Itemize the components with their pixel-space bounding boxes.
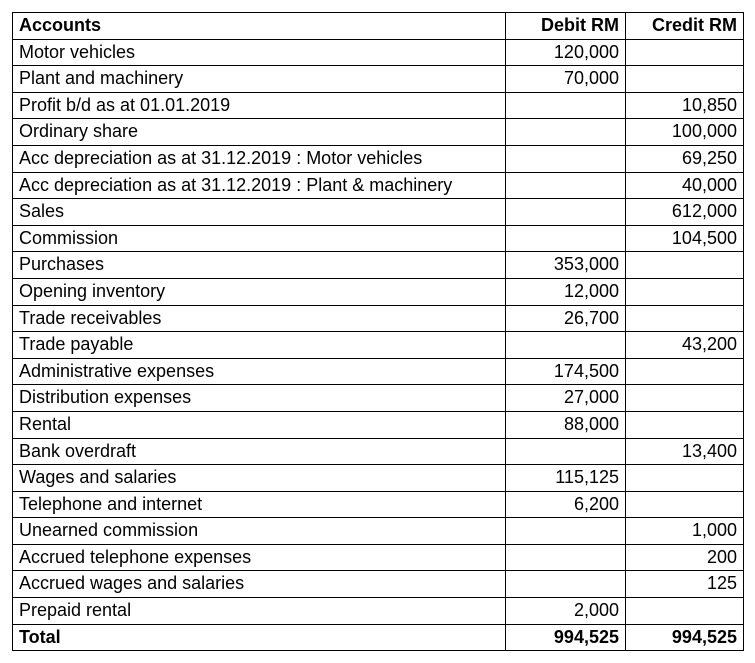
table-row: Bank overdraft 13,400 [13, 438, 744, 465]
cell-credit [626, 411, 744, 438]
cell-debit: 27,000 [506, 385, 626, 412]
table-row: Rental88,000 [13, 411, 744, 438]
header-debit: Debit RM [506, 13, 626, 40]
cell-credit: 612,000 [626, 199, 744, 226]
table-total-row: Total994,525994,525 [13, 624, 744, 651]
cell-account: Unearned commission [13, 518, 506, 545]
table-row: Commission 104,500 [13, 225, 744, 252]
cell-debit [506, 518, 626, 545]
cell-account: Motor vehicles [13, 39, 506, 66]
table-row: Administrative expenses174,500 [13, 358, 744, 385]
cell-account: Rental [13, 411, 506, 438]
table-row: Trade payable 43,200 [13, 332, 744, 359]
cell-debit [506, 145, 626, 172]
cell-debit [506, 544, 626, 571]
cell-account: Plant and machinery [13, 66, 506, 93]
cell-credit: 125 [626, 571, 744, 598]
cell-account: Opening inventory [13, 278, 506, 305]
cell-account: Accrued telephone expenses [13, 544, 506, 571]
table-row: Prepaid rental2,000 [13, 598, 744, 625]
cell-credit: 69,250 [626, 145, 744, 172]
cell-debit: 120,000 [506, 39, 626, 66]
cell-credit: 40,000 [626, 172, 744, 199]
cell-debit [506, 571, 626, 598]
cell-credit: 43,200 [626, 332, 744, 359]
cell-debit: 174,500 [506, 358, 626, 385]
table-row: Acc depreciation as at 31.12.2019 : Plan… [13, 172, 744, 199]
cell-debit: 88,000 [506, 411, 626, 438]
table-row: Wages and salaries115,125 [13, 465, 744, 492]
cell-account: Prepaid rental [13, 598, 506, 625]
cell-account: Trade payable [13, 332, 506, 359]
cell-debit [506, 92, 626, 119]
cell-account: Administrative expenses [13, 358, 506, 385]
cell-credit [626, 252, 744, 279]
cell-account: Purchases [13, 252, 506, 279]
cell-debit: 12,000 [506, 278, 626, 305]
cell-credit [626, 385, 744, 412]
trial-balance-table: Accounts Debit RM Credit RM Motor vehicl… [12, 12, 744, 651]
cell-account: Bank overdraft [13, 438, 506, 465]
table-row: Motor vehicles120,000 [13, 39, 744, 66]
cell-total-credit: 994,525 [626, 624, 744, 651]
table-row: Plant and machinery70,000 [13, 66, 744, 93]
table-header-row: Accounts Debit RM Credit RM [13, 13, 744, 40]
table-row: Sales 612,000 [13, 199, 744, 226]
cell-credit [626, 491, 744, 518]
cell-account: Wages and salaries [13, 465, 506, 492]
cell-debit [506, 172, 626, 199]
cell-debit [506, 332, 626, 359]
table-row: Acc depreciation as at 31.12.2019 : Moto… [13, 145, 744, 172]
cell-debit: 353,000 [506, 252, 626, 279]
cell-account: Distribution expenses [13, 385, 506, 412]
cell-debit: 115,125 [506, 465, 626, 492]
cell-credit [626, 278, 744, 305]
cell-credit [626, 465, 744, 492]
cell-debit: 6,200 [506, 491, 626, 518]
table-row: Accrued wages and salaries 125 [13, 571, 744, 598]
table-row: Unearned commission 1,000 [13, 518, 744, 545]
cell-credit [626, 358, 744, 385]
cell-account: Ordinary share [13, 119, 506, 146]
table-row: Telephone and internet6,200 [13, 491, 744, 518]
cell-credit [626, 66, 744, 93]
header-accounts: Accounts [13, 13, 506, 40]
cell-total-debit: 994,525 [506, 624, 626, 651]
cell-account: Telephone and internet [13, 491, 506, 518]
cell-total-label: Total [13, 624, 506, 651]
table-row: Opening inventory12,000 [13, 278, 744, 305]
cell-debit: 70,000 [506, 66, 626, 93]
cell-account: Sales [13, 199, 506, 226]
table-row: Distribution expenses27,000 [13, 385, 744, 412]
cell-credit [626, 598, 744, 625]
cell-account: Trade receivables [13, 305, 506, 332]
cell-debit [506, 119, 626, 146]
cell-account: Acc depreciation as at 31.12.2019 : Plan… [13, 172, 506, 199]
cell-account: Accrued wages and salaries [13, 571, 506, 598]
header-credit: Credit RM [626, 13, 744, 40]
cell-debit [506, 438, 626, 465]
cell-credit [626, 305, 744, 332]
table-row: Ordinary share 100,000 [13, 119, 744, 146]
table-row: Trade receivables26,700 [13, 305, 744, 332]
cell-account: Profit b/d as at 01.01.2019 [13, 92, 506, 119]
cell-credit: 100,000 [626, 119, 744, 146]
table-row: Profit b/d as at 01.01.2019 10,850 [13, 92, 744, 119]
cell-debit: 26,700 [506, 305, 626, 332]
cell-account: Acc depreciation as at 31.12.2019 : Moto… [13, 145, 506, 172]
cell-account: Commission [13, 225, 506, 252]
table-row: Purchases353,000 [13, 252, 744, 279]
cell-credit: 104,500 [626, 225, 744, 252]
cell-debit [506, 225, 626, 252]
cell-credit [626, 39, 744, 66]
table-row: Accrued telephone expenses 200 [13, 544, 744, 571]
cell-credit: 1,000 [626, 518, 744, 545]
cell-credit: 13,400 [626, 438, 744, 465]
cell-debit: 2,000 [506, 598, 626, 625]
cell-credit: 10,850 [626, 92, 744, 119]
cell-credit: 200 [626, 544, 744, 571]
cell-debit [506, 199, 626, 226]
